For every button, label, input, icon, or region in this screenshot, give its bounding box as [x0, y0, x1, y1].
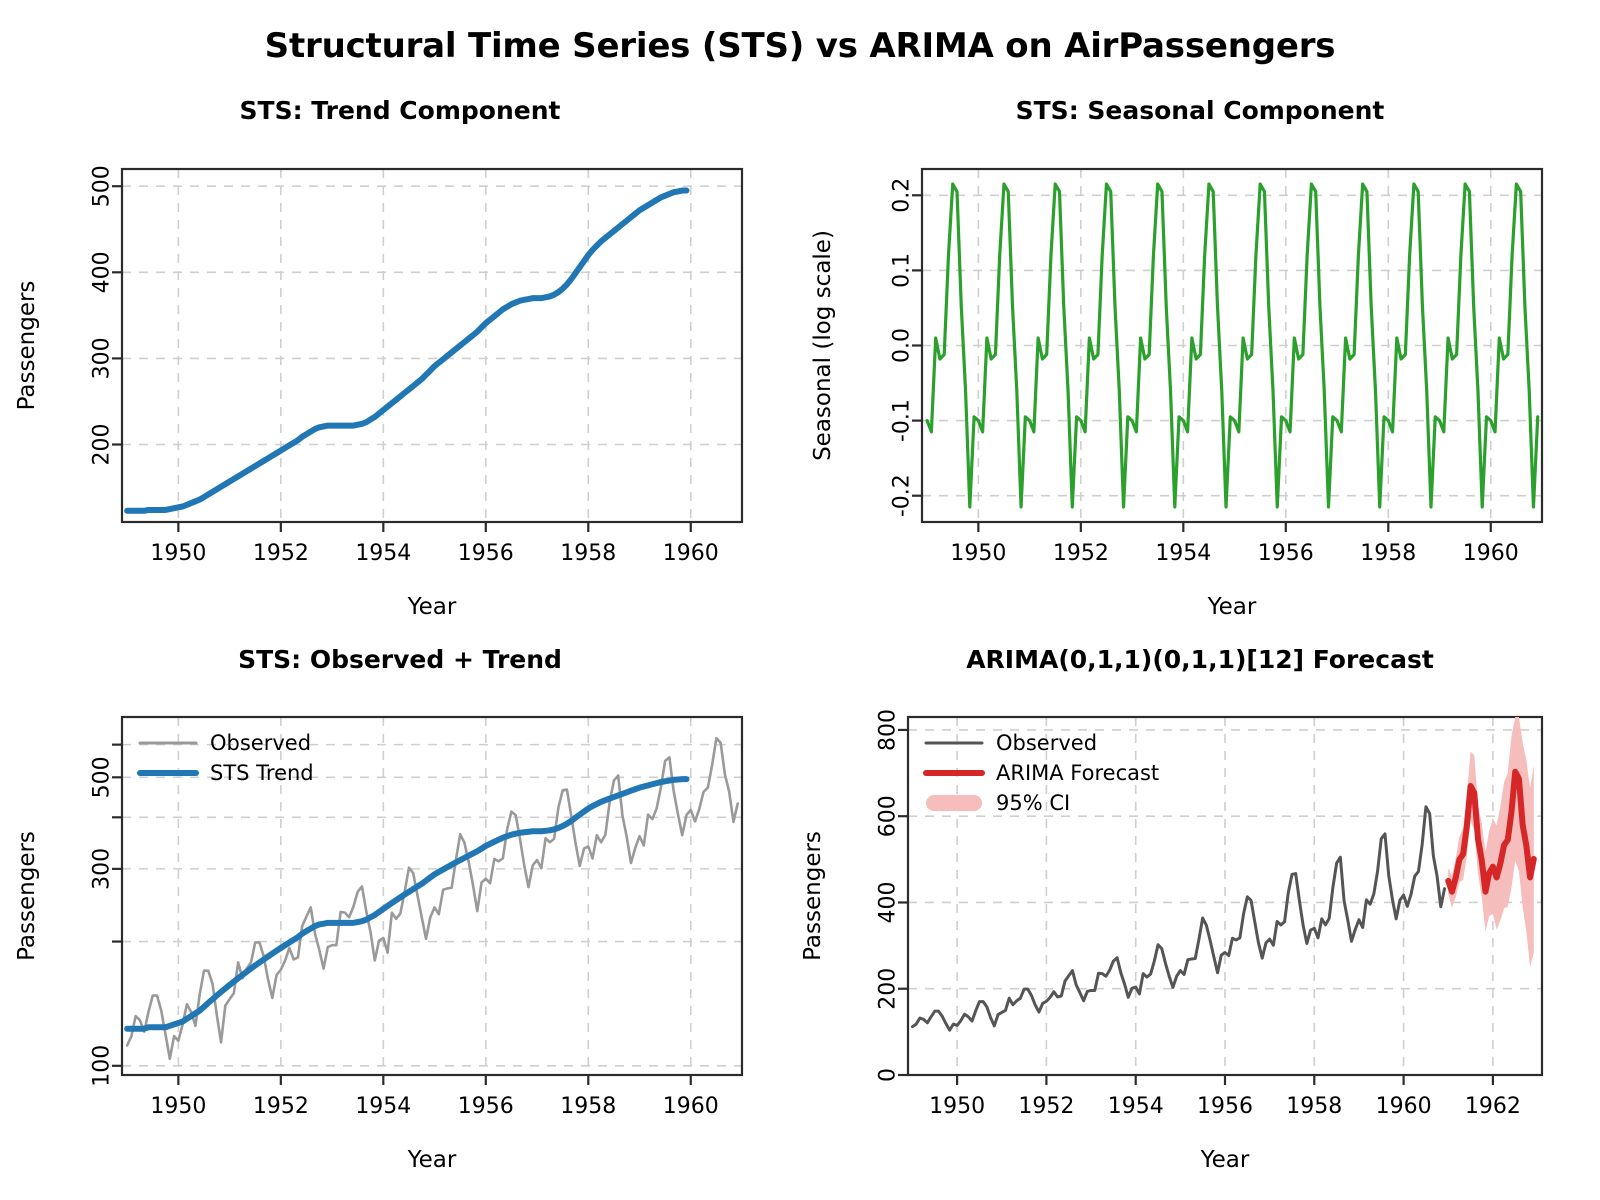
y-axis-label: Seasonal (log scale)	[810, 230, 836, 461]
y-tick-label: 300	[90, 848, 115, 890]
x-tick-label: 1956	[458, 541, 514, 566]
chart-sts-trend: 1950 1952 1954 1956 1958 1960 200 300 400 500 Year…	[14, 165, 744, 620]
panel-title-seasonal: STS: Seasonal Component	[1015, 96, 1385, 125]
y-tick-label: 300	[90, 337, 115, 379]
y-tick-label: 600	[876, 795, 901, 837]
panel-sts-trend: STS: Trend Component 1950 1952 1954 1956 195…	[0, 96, 800, 636]
y-tick-label: 500	[90, 756, 115, 798]
x-tick-label: 1952	[253, 1094, 309, 1119]
arima-observed-line	[910, 805, 1447, 1032]
y-tick-label: 200	[90, 424, 115, 466]
x-tick-label: 1950	[150, 1094, 206, 1119]
y-tick-label: 100	[90, 1045, 115, 1087]
panel-title-arima: ARIMA(0,1,1)(0,1,1)[12] Forecast	[966, 645, 1434, 674]
chart-observed-trend: 1950 1952 1954 1956 1958 1960 100 300 500 Year Pas…	[14, 715, 744, 1173]
panel-title-trend: STS: Trend Component	[239, 96, 561, 125]
x-tick-label: 1960	[1463, 541, 1519, 566]
page-title: Structural Time Series (STS) vs ARIMA on…	[264, 26, 1336, 66]
y-tick-label: 400	[90, 251, 115, 293]
y-tick-label: -0.2	[890, 474, 915, 517]
seasonal-line	[925, 182, 1540, 509]
y-tick-label: 0	[876, 1068, 901, 1082]
x-tick-label: 1958	[560, 541, 616, 566]
panel-title-observed: STS: Observed + Trend	[238, 645, 562, 674]
y-tick-label: -0.1	[890, 399, 915, 442]
y-axis-label: Passengers	[800, 831, 826, 961]
x-axis-label: Year	[407, 1147, 457, 1173]
forecast-ci-band	[1448, 717, 1534, 967]
legend-label: 95% CI	[996, 791, 1070, 815]
x-tick-label: 1958	[560, 1094, 616, 1119]
chart-arima-forecast: 1950 1952 1954 1956 1958 1960 1962 0 200 400 600 80…	[800, 709, 1544, 1173]
chart-sts-seasonal: 1950 1952 1954 1956 1958 1960 -0.2 -0.1 0.0 0.1 0.…	[810, 167, 1544, 620]
y-tick-label: 500	[90, 165, 115, 207]
y-tick-label: 400	[876, 881, 901, 923]
x-tick-label: 1956	[1197, 1094, 1253, 1119]
y-tick-label: 200	[876, 968, 901, 1010]
legend-label: STS Trend	[210, 761, 314, 785]
x-tick-label: 1952	[1053, 541, 1109, 566]
x-tick-label: 1960	[1376, 1094, 1432, 1119]
arima-forecast-line	[1445, 768, 1537, 895]
y-tick-label: 0.1	[890, 253, 915, 288]
legend-label: Observed	[996, 731, 1097, 755]
y-axis-label: Passengers	[14, 831, 40, 961]
y-tick-label: 800	[876, 709, 901, 751]
x-tick-label: 1960	[663, 1094, 719, 1119]
y-axis-label: Passengers	[14, 281, 40, 411]
x-tick-label: 1956	[458, 1094, 514, 1119]
legend-label: ARIMA Forecast	[996, 761, 1159, 785]
x-tick-label: 1954	[355, 1094, 411, 1119]
x-tick-label: 1950	[929, 1094, 985, 1119]
x-tick-label: 1960	[663, 541, 719, 566]
x-tick-label: 1950	[150, 541, 206, 566]
sts-trend-line	[124, 776, 690, 1032]
y-tick-label: 0.2	[890, 178, 915, 213]
x-tick-label: 1962	[1465, 1094, 1521, 1119]
trend-line	[124, 187, 690, 514]
x-tick-label: 1954	[1155, 541, 1211, 566]
panel-sts-seasonal: STS: Seasonal Component 1950 1952 1954 1956…	[800, 96, 1600, 636]
x-tick-label: 1950	[950, 541, 1006, 566]
y-tick-label: 0.0	[890, 328, 915, 363]
legend-swatch-ci	[926, 795, 982, 811]
x-axis-label: Year	[1207, 594, 1257, 620]
x-tick-label: 1954	[355, 541, 411, 566]
x-tick-label: 1958	[1360, 541, 1416, 566]
observed-line	[125, 736, 740, 1061]
x-tick-label: 1952	[1018, 1094, 1074, 1119]
x-tick-label: 1954	[1108, 1094, 1164, 1119]
legend-label: Observed	[210, 731, 311, 755]
panel-observed-trend: STS: Observed + Trend 1950 1952 1954 1956 19…	[0, 645, 800, 1200]
x-axis-label: Year	[1200, 1147, 1250, 1173]
x-tick-label: 1952	[253, 541, 309, 566]
x-axis-label: Year	[407, 594, 457, 620]
x-tick-label: 1956	[1258, 541, 1314, 566]
x-tick-label: 1958	[1286, 1094, 1342, 1119]
panel-arima-forecast: ARIMA(0,1,1)(0,1,1)[12] Forecast 1950 195…	[800, 645, 1600, 1200]
